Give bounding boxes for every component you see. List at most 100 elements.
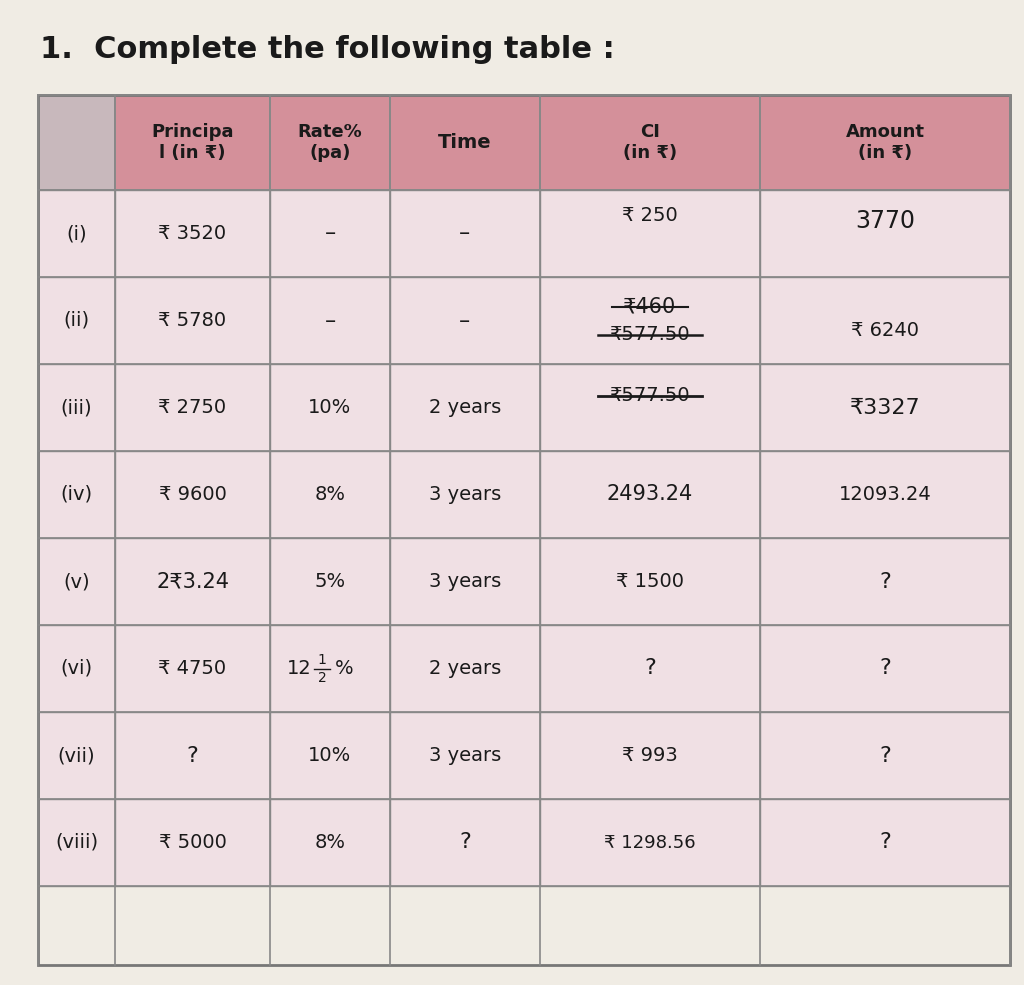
- Bar: [390, 538, 540, 625]
- Bar: [540, 538, 760, 625]
- Text: (vii): (vii): [57, 746, 95, 765]
- Bar: [390, 799, 540, 886]
- Text: 10%: 10%: [308, 746, 351, 765]
- Text: 8%: 8%: [314, 833, 345, 852]
- Bar: [540, 625, 760, 712]
- Text: –: –: [460, 224, 471, 243]
- Text: (v): (v): [63, 572, 90, 591]
- Text: Principa
l (in ₹): Principa l (in ₹): [152, 123, 233, 162]
- Text: 5%: 5%: [314, 572, 345, 591]
- Text: ₹ 6240: ₹ 6240: [851, 321, 919, 340]
- Text: ?: ?: [880, 659, 891, 679]
- Bar: [270, 190, 390, 277]
- Bar: [270, 538, 390, 625]
- Bar: [270, 364, 390, 451]
- Text: 3 years: 3 years: [429, 572, 501, 591]
- Text: 10%: 10%: [308, 398, 351, 417]
- Text: –: –: [325, 224, 336, 243]
- Text: ?: ?: [880, 746, 891, 765]
- Text: ?: ?: [459, 832, 471, 852]
- Bar: [38, 277, 115, 364]
- Text: 2₹3.24: 2₹3.24: [156, 571, 229, 592]
- Bar: [270, 95, 390, 190]
- Text: 1.  Complete the following table :: 1. Complete the following table :: [40, 35, 614, 64]
- Text: ₹ 5780: ₹ 5780: [159, 311, 226, 330]
- Text: ₹577.50: ₹577.50: [609, 325, 690, 344]
- Text: 12093.24: 12093.24: [839, 485, 932, 504]
- Text: (i): (i): [67, 224, 87, 243]
- Text: ₹ 3520: ₹ 3520: [159, 224, 226, 243]
- Text: ₹577.50: ₹577.50: [609, 386, 690, 405]
- Bar: [760, 625, 1010, 712]
- Bar: [390, 190, 540, 277]
- Text: ₹ 1298.56: ₹ 1298.56: [604, 833, 696, 851]
- Text: 2: 2: [317, 671, 327, 685]
- Text: 1: 1: [317, 652, 327, 667]
- Text: –: –: [325, 310, 336, 331]
- Bar: [38, 625, 115, 712]
- Text: 2493.24: 2493.24: [607, 485, 693, 504]
- Text: Rate%
(pa): Rate% (pa): [298, 123, 362, 162]
- Bar: [115, 95, 270, 190]
- Text: (ii): (ii): [63, 311, 89, 330]
- Bar: [115, 799, 270, 886]
- Bar: [115, 190, 270, 277]
- Text: 2 years: 2 years: [429, 398, 501, 417]
- Bar: [760, 451, 1010, 538]
- Text: ?: ?: [880, 571, 891, 592]
- Bar: [115, 451, 270, 538]
- Text: ₹ 993: ₹ 993: [623, 746, 678, 765]
- Bar: [38, 364, 115, 451]
- Bar: [115, 277, 270, 364]
- Bar: [540, 95, 760, 190]
- Bar: [38, 712, 115, 799]
- Text: ?: ?: [880, 832, 891, 852]
- Bar: [115, 625, 270, 712]
- Text: ₹ 250: ₹ 250: [623, 206, 678, 225]
- Text: 8%: 8%: [314, 485, 345, 504]
- Bar: [540, 190, 760, 277]
- Text: ₹3327: ₹3327: [850, 398, 921, 418]
- Bar: [270, 799, 390, 886]
- Bar: [115, 364, 270, 451]
- Bar: [390, 451, 540, 538]
- Bar: [760, 538, 1010, 625]
- Bar: [38, 538, 115, 625]
- Text: ?: ?: [186, 746, 199, 765]
- Bar: [38, 95, 115, 190]
- Bar: [540, 799, 760, 886]
- Text: 3 years: 3 years: [429, 485, 501, 504]
- Text: 3770: 3770: [855, 210, 915, 233]
- Text: ₹ 1500: ₹ 1500: [616, 572, 684, 591]
- Bar: [540, 712, 760, 799]
- Bar: [390, 712, 540, 799]
- Bar: [115, 712, 270, 799]
- Text: CI
(in ₹): CI (in ₹): [623, 123, 677, 162]
- Text: ₹ 2750: ₹ 2750: [159, 398, 226, 417]
- Bar: [390, 277, 540, 364]
- Text: 12: 12: [288, 659, 312, 678]
- Bar: [540, 451, 760, 538]
- Bar: [390, 364, 540, 451]
- Text: (vi): (vi): [60, 659, 92, 678]
- Bar: [540, 364, 760, 451]
- Text: Time: Time: [438, 133, 492, 152]
- Text: Amount
(in ₹): Amount (in ₹): [846, 123, 925, 162]
- Bar: [270, 625, 390, 712]
- Text: ₹ 4750: ₹ 4750: [159, 659, 226, 678]
- Bar: [390, 95, 540, 190]
- Bar: [38, 799, 115, 886]
- Text: %: %: [335, 659, 353, 678]
- Bar: [270, 451, 390, 538]
- Bar: [540, 277, 760, 364]
- Bar: [760, 712, 1010, 799]
- Text: (iii): (iii): [60, 398, 92, 417]
- Bar: [760, 799, 1010, 886]
- Text: ₹ 5000: ₹ 5000: [159, 833, 226, 852]
- Bar: [760, 95, 1010, 190]
- Bar: [38, 190, 115, 277]
- Bar: [270, 277, 390, 364]
- Text: ₹460: ₹460: [624, 296, 677, 316]
- Bar: [760, 277, 1010, 364]
- Text: ?: ?: [644, 659, 656, 679]
